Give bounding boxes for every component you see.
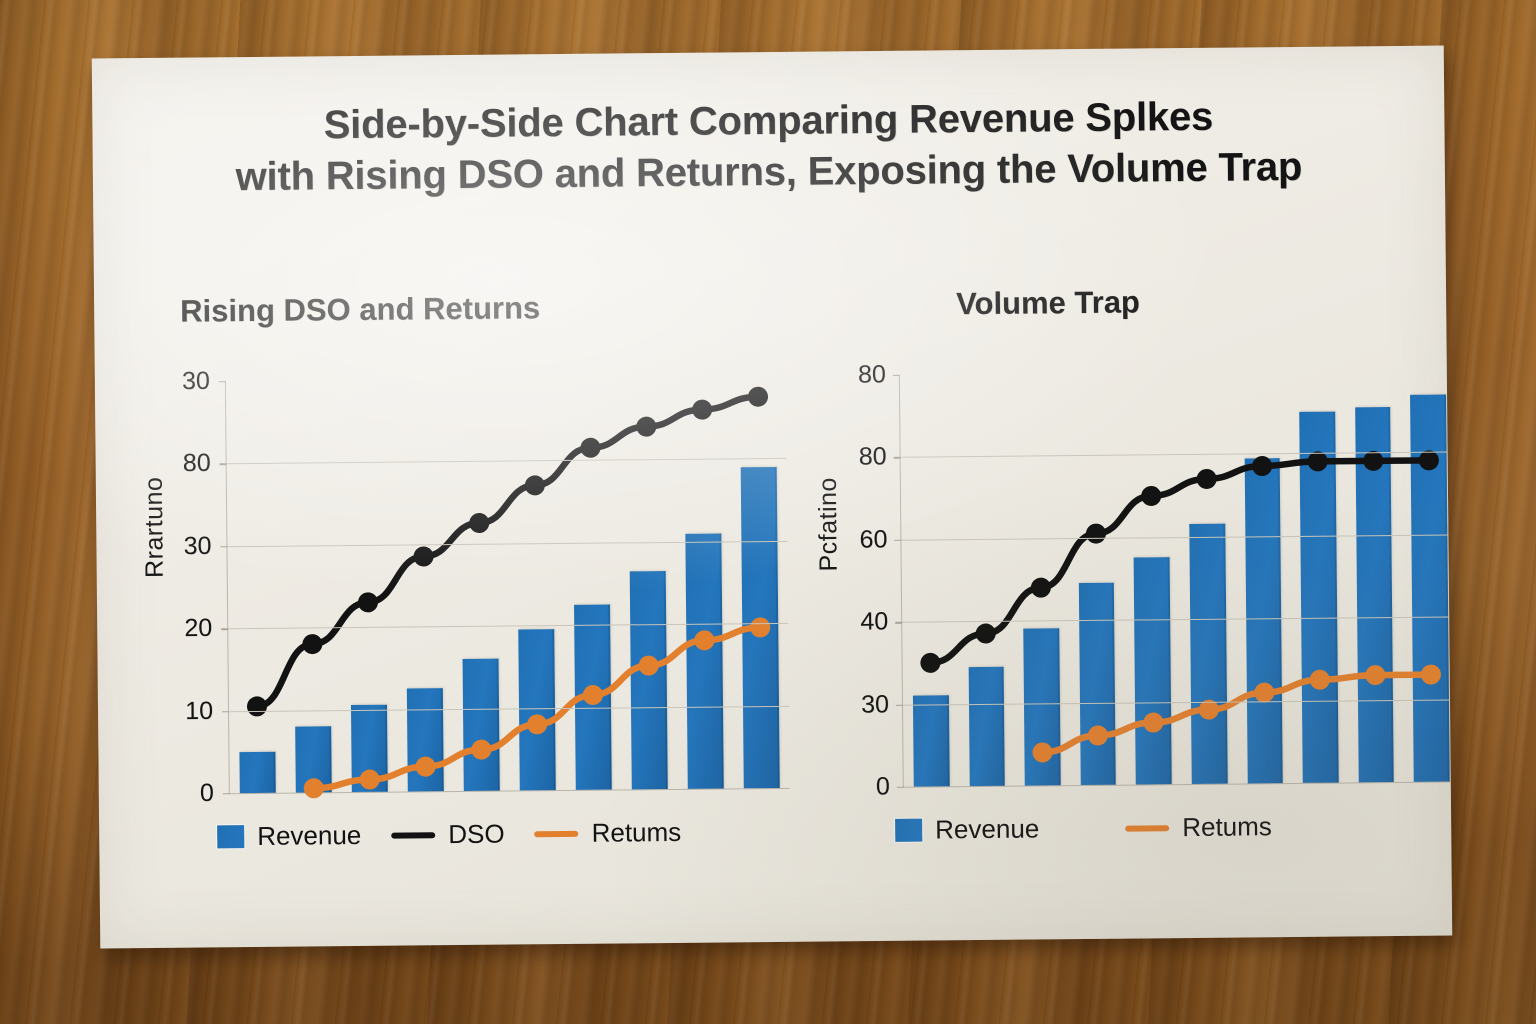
legend-item: Revenue bbox=[217, 820, 361, 852]
data-point-marker bbox=[1032, 742, 1053, 763]
data-point-marker bbox=[1252, 456, 1273, 477]
data-point-marker bbox=[692, 399, 713, 420]
y-tick-label: 80 bbox=[858, 442, 887, 472]
data-point-marker bbox=[920, 652, 941, 673]
axis-tick-mark bbox=[222, 793, 230, 795]
data-point-marker bbox=[1198, 699, 1219, 720]
axis-tick-mark bbox=[895, 704, 904, 706]
y-tick-label: 0 bbox=[199, 778, 214, 808]
legend-item: Revenue bbox=[895, 813, 1039, 845]
data-point-marker bbox=[1365, 665, 1386, 686]
legend-item-label: Retums bbox=[1182, 811, 1272, 843]
y-tick-label: 80 bbox=[857, 360, 886, 389]
data-point-marker bbox=[750, 617, 771, 638]
data-point-marker bbox=[582, 684, 603, 705]
page-title: Side-by-Side Chart Comparing Revenue Spl… bbox=[92, 90, 1445, 205]
data-point-marker bbox=[1307, 451, 1328, 472]
chart-panel-left: Rrartuno 30 80 30 20 10 0 Revenue DSO Retums bbox=[95, 352, 790, 888]
data-point-marker bbox=[471, 739, 492, 760]
y-tick-label: 80 bbox=[182, 449, 211, 478]
legend-right: Revenue Retums bbox=[895, 811, 1272, 846]
legend-swatch-box-icon bbox=[895, 818, 923, 842]
paper-surface: Side-by-Side Chart Comparing Revenue Spl… bbox=[91, 45, 1453, 949]
line-series-left bbox=[246, 386, 771, 799]
legend-item-label: Retums bbox=[591, 816, 682, 848]
axis-tick-mark bbox=[219, 463, 227, 466]
y-axis-ticks-right: 80 80 60 40 30 0 bbox=[791, 351, 891, 882]
data-point-marker bbox=[1418, 450, 1439, 471]
y-tick-label: 30 bbox=[183, 531, 212, 560]
y-tick-label: 30 bbox=[181, 366, 210, 396]
y-tick-label: 0 bbox=[875, 772, 890, 801]
axis-tick-mark bbox=[893, 457, 901, 459]
chart-title-left: Rising DSO and Returns bbox=[180, 290, 541, 329]
data-point-marker bbox=[975, 623, 996, 644]
series-line bbox=[927, 457, 1433, 667]
data-point-marker bbox=[357, 592, 378, 613]
line-series-right bbox=[920, 450, 1441, 763]
axis-tick-mark bbox=[894, 539, 902, 542]
axis-tick-mark bbox=[896, 786, 904, 789]
data-point-marker bbox=[694, 630, 715, 651]
legend-item: Retums bbox=[1125, 811, 1272, 843]
data-point-marker bbox=[415, 756, 436, 777]
data-point-marker bbox=[1196, 468, 1217, 489]
legend-item: Retums bbox=[534, 817, 681, 849]
legend-swatch-line-icon bbox=[1125, 824, 1170, 832]
data-point-marker bbox=[1085, 523, 1106, 544]
legend-item-label: Revenue bbox=[935, 813, 1040, 845]
legend-left: Revenue DSO Retums bbox=[217, 817, 681, 852]
legend-item-label: Revenue bbox=[257, 819, 362, 851]
data-point-marker bbox=[1420, 664, 1441, 685]
data-point-marker bbox=[359, 769, 380, 790]
page-title-line-1: Side-by-Side Chart Comparing Revenue Spl… bbox=[323, 94, 1214, 148]
axis-tick-mark bbox=[222, 710, 230, 713]
legend-item: DSO bbox=[391, 819, 505, 851]
data-point-marker bbox=[246, 696, 267, 717]
plot-area-right bbox=[892, 369, 1453, 789]
page-title-line-2: with Rising DSO and Returns, Exposing th… bbox=[235, 145, 1303, 200]
data-point-marker bbox=[1363, 450, 1384, 471]
chart-title-right: Volume Trap bbox=[955, 284, 1141, 322]
data-point-marker bbox=[303, 778, 324, 799]
data-point-marker bbox=[527, 714, 548, 735]
data-point-marker bbox=[1254, 682, 1275, 703]
data-point-marker bbox=[1030, 577, 1051, 598]
data-point-marker bbox=[1141, 485, 1162, 506]
chart-panel-right: Pcfatino 80 80 60 40 30 0 Revenue Retums bbox=[771, 346, 1453, 882]
y-tick-label: 30 bbox=[861, 689, 890, 719]
plot-area-left bbox=[218, 375, 790, 799]
axis-tick-mark bbox=[221, 628, 229, 630]
axis-tick-mark bbox=[220, 546, 228, 548]
printed-sheet: Side-by-Side Chart Comparing Revenue Spl… bbox=[91, 45, 1457, 959]
data-point-marker bbox=[524, 475, 545, 496]
series-line bbox=[253, 393, 762, 710]
y-tick-label: 10 bbox=[185, 696, 214, 725]
data-point-marker bbox=[748, 386, 769, 407]
y-tick-label: 40 bbox=[860, 607, 889, 636]
data-point-marker bbox=[580, 437, 601, 458]
data-point-marker bbox=[302, 634, 323, 655]
legend-item-label: DSO bbox=[448, 818, 505, 850]
axis-tick-mark bbox=[218, 381, 226, 383]
y-axis-ticks-left: 30 80 30 20 10 0 bbox=[115, 357, 215, 888]
axis-tick-mark bbox=[892, 374, 900, 377]
data-point-marker bbox=[638, 655, 659, 676]
y-tick-label: 60 bbox=[859, 525, 888, 554]
data-point-marker bbox=[413, 546, 434, 567]
legend-swatch-line-icon bbox=[534, 830, 579, 837]
data-point-marker bbox=[1309, 669, 1330, 690]
axis-tick-mark bbox=[895, 621, 903, 624]
legend-swatch-box-icon bbox=[217, 825, 245, 849]
y-tick-label: 20 bbox=[184, 614, 213, 643]
data-point-marker bbox=[1143, 712, 1164, 733]
data-point-marker bbox=[469, 513, 490, 534]
data-point-marker bbox=[636, 416, 657, 437]
legend-swatch-line-icon bbox=[391, 831, 436, 839]
data-point-marker bbox=[1087, 725, 1108, 746]
